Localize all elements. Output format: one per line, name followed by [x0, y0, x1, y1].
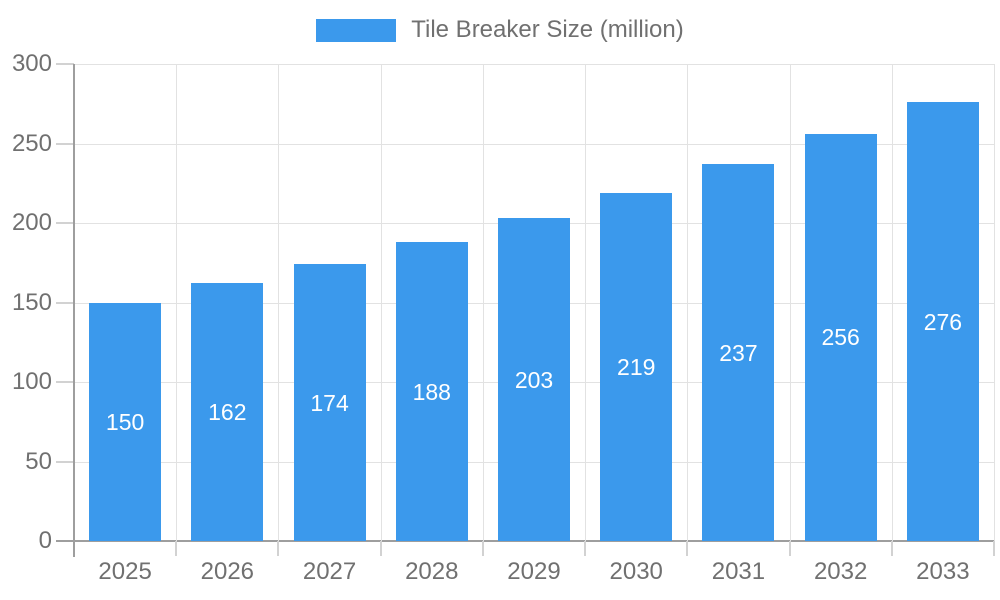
x-axis-tick: [584, 541, 587, 556]
bar-value-label: 219: [617, 353, 656, 380]
gridline-vertical: [278, 64, 280, 541]
y-axis-tick: [56, 63, 74, 65]
gridline-vertical: [687, 64, 689, 541]
x-axis-tick: [993, 541, 995, 556]
y-axis-tick-label: 150: [11, 288, 52, 316]
y-axis-tick: [56, 460, 74, 463]
bar-2025: [89, 302, 162, 541]
x-axis-tick: [686, 541, 689, 556]
bar-2027: [293, 264, 366, 541]
bar-2030: [600, 192, 673, 541]
bar-value-label: 162: [208, 399, 247, 426]
legend-label: Tile Breaker Size (million): [411, 16, 684, 43]
gridline-vertical: [176, 64, 178, 541]
bar-value-label: 188: [412, 378, 451, 405]
x-axis-tick-label: 2031: [711, 558, 766, 585]
y-axis-tick: [56, 222, 74, 224]
gridline-vertical: [380, 64, 382, 541]
bar-value-label: 203: [514, 366, 554, 393]
bar-2032: [804, 133, 877, 541]
x-axis-tick-label: 2032: [813, 558, 868, 585]
x-axis-tick-label: 2029: [507, 558, 561, 585]
bar-value-label: 256: [821, 324, 860, 351]
x-axis-tick: [379, 541, 382, 556]
y-axis-tick: [56, 301, 74, 304]
bar-2033: [906, 102, 979, 541]
x-axis-tick-label: 2026: [200, 558, 255, 585]
x-axis-tick-label: 2025: [98, 558, 152, 585]
gridline-vertical: [585, 64, 587, 541]
x-axis-tick-label: 2030: [609, 558, 663, 585]
gridline-horizontal: [74, 143, 994, 145]
y-axis-tick-label: 100: [11, 368, 52, 395]
gridline-vertical: [994, 64, 995, 541]
y-axis-tick-label: 0: [38, 527, 52, 554]
gridline-horizontal: [74, 64, 994, 65]
x-axis-tick: [277, 541, 280, 556]
bar-2026: [191, 283, 264, 541]
x-axis-tick-label: 2027: [302, 558, 357, 585]
x-axis-tick: [481, 541, 484, 556]
x-axis-tick-label: 2033: [916, 558, 970, 585]
bar-2031: [702, 164, 775, 541]
bar-value-label: 174: [310, 389, 349, 416]
y-axis-tick-label: 200: [11, 209, 52, 236]
gridline-vertical: [482, 64, 484, 541]
bar-value-label: 150: [105, 408, 145, 435]
y-axis-tick-label: 50: [25, 447, 52, 475]
y-axis-tick-label: 300: [11, 50, 52, 77]
y-axis-tick: [56, 381, 74, 383]
bar-value-label: 237: [719, 339, 758, 366]
bar-2029: [498, 218, 570, 541]
x-axis-tick: [175, 541, 178, 556]
legend-swatch: [316, 18, 397, 42]
y-axis-line: [73, 64, 75, 557]
gridline-vertical: [789, 64, 791, 541]
bar-2028: [395, 242, 468, 541]
x-axis-tick: [890, 541, 893, 556]
gridline-vertical: [891, 64, 893, 541]
bar-value-label: 276: [923, 308, 963, 335]
y-axis-tick-label: 250: [11, 129, 52, 157]
x-axis-line: [56, 540, 994, 542]
x-axis-tick-label: 2028: [405, 558, 459, 585]
y-axis-tick: [56, 142, 74, 145]
legend: Tile Breaker Size (million): [0, 17, 1000, 43]
x-axis-tick: [788, 541, 791, 556]
